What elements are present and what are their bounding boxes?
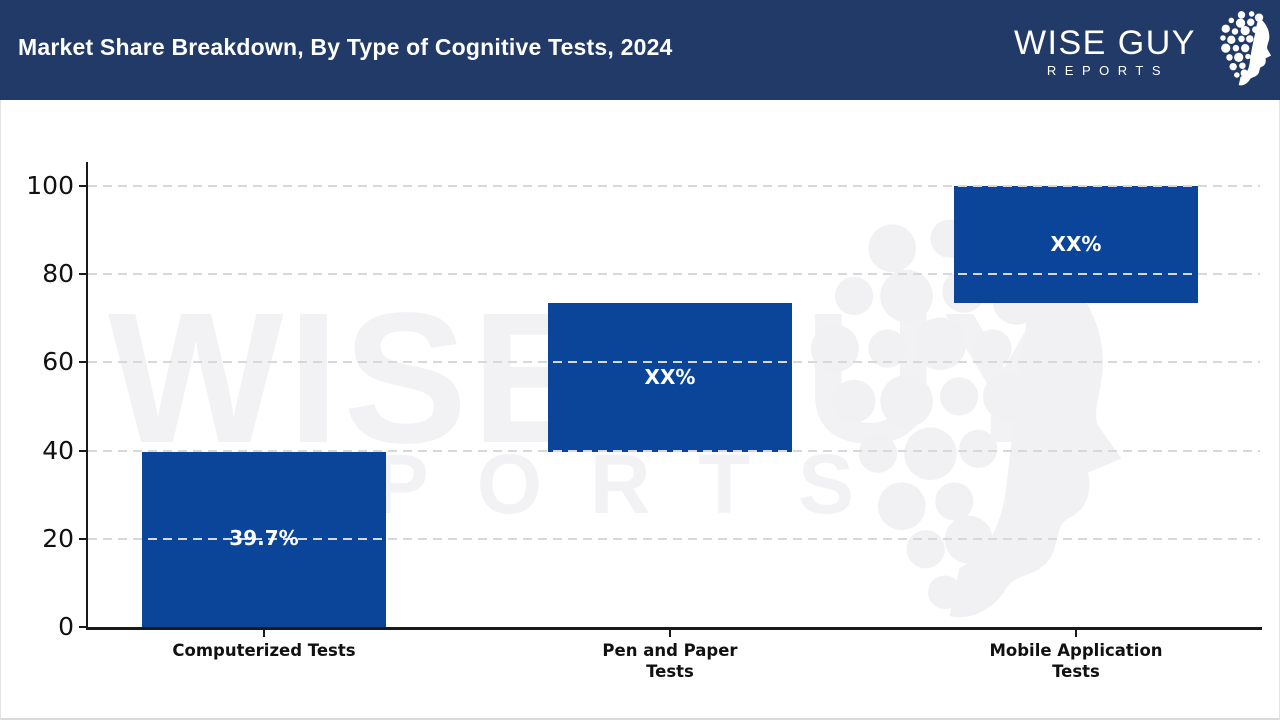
gridline-y60: [88, 361, 1260, 364]
y-tick-mark: [79, 449, 87, 452]
y-tick-mark: [79, 273, 87, 276]
bar-value-label: XX%: [1050, 231, 1102, 256]
brand-subtitle: REPORTS: [1046, 63, 1170, 78]
x-category-label: Computerized Tests: [172, 641, 356, 660]
brand-logo: WISE GUY REPORTS: [1014, 6, 1272, 94]
y-tick-label: 40: [42, 435, 74, 465]
y-tick-label: 0: [58, 612, 74, 641]
x-tick-mark: [1075, 630, 1077, 637]
y-tick-mark: [79, 537, 87, 540]
x-category-label: Mobile Application Tests: [989, 641, 1163, 681]
waterfall-chart: 0 20 40 60 80 100 39.7% XX% XX% Computerized Test…: [0, 100, 1280, 720]
left-border-line: [0, 100, 1, 720]
bar-value-label: 39.7%: [229, 526, 299, 551]
y-tick-label: 80: [42, 259, 74, 289]
y-tick-label: 100: [26, 171, 74, 200]
x-tick-mark: [669, 630, 671, 637]
brand-name: WISE GUY: [1013, 24, 1196, 62]
brand-logo-text: WISE GUY REPORTS: [1014, 25, 1196, 79]
y-tick-mark: [79, 626, 87, 628]
gridline-y80: [88, 273, 1260, 276]
page-title: Market Share Breakdown, By Type of Cogni…: [18, 34, 673, 60]
bar-value-label: XX%: [644, 364, 696, 389]
y-tick-mark: [79, 361, 87, 364]
gridline-y100: [88, 185, 1260, 187]
y-axis-line: [86, 162, 88, 629]
x-tick-mark: [263, 630, 265, 637]
y-tick-label: 60: [42, 347, 74, 377]
bar-2: [548, 303, 792, 452]
y-tick-label: 20: [42, 523, 74, 553]
bottom-border-line: [0, 718, 1280, 720]
gridline-y40: [88, 449, 1260, 452]
header-bar: Market Share Breakdown, By Type of Cogni…: [0, 0, 1280, 100]
x-axis-line: [86, 627, 1262, 630]
y-tick-mark: [79, 185, 87, 187]
x-category-label: Pen and Paper Tests: [602, 641, 738, 681]
head-profile-dots-icon: [1220, 11, 1272, 86]
gridline-y20: [88, 537, 1260, 540]
